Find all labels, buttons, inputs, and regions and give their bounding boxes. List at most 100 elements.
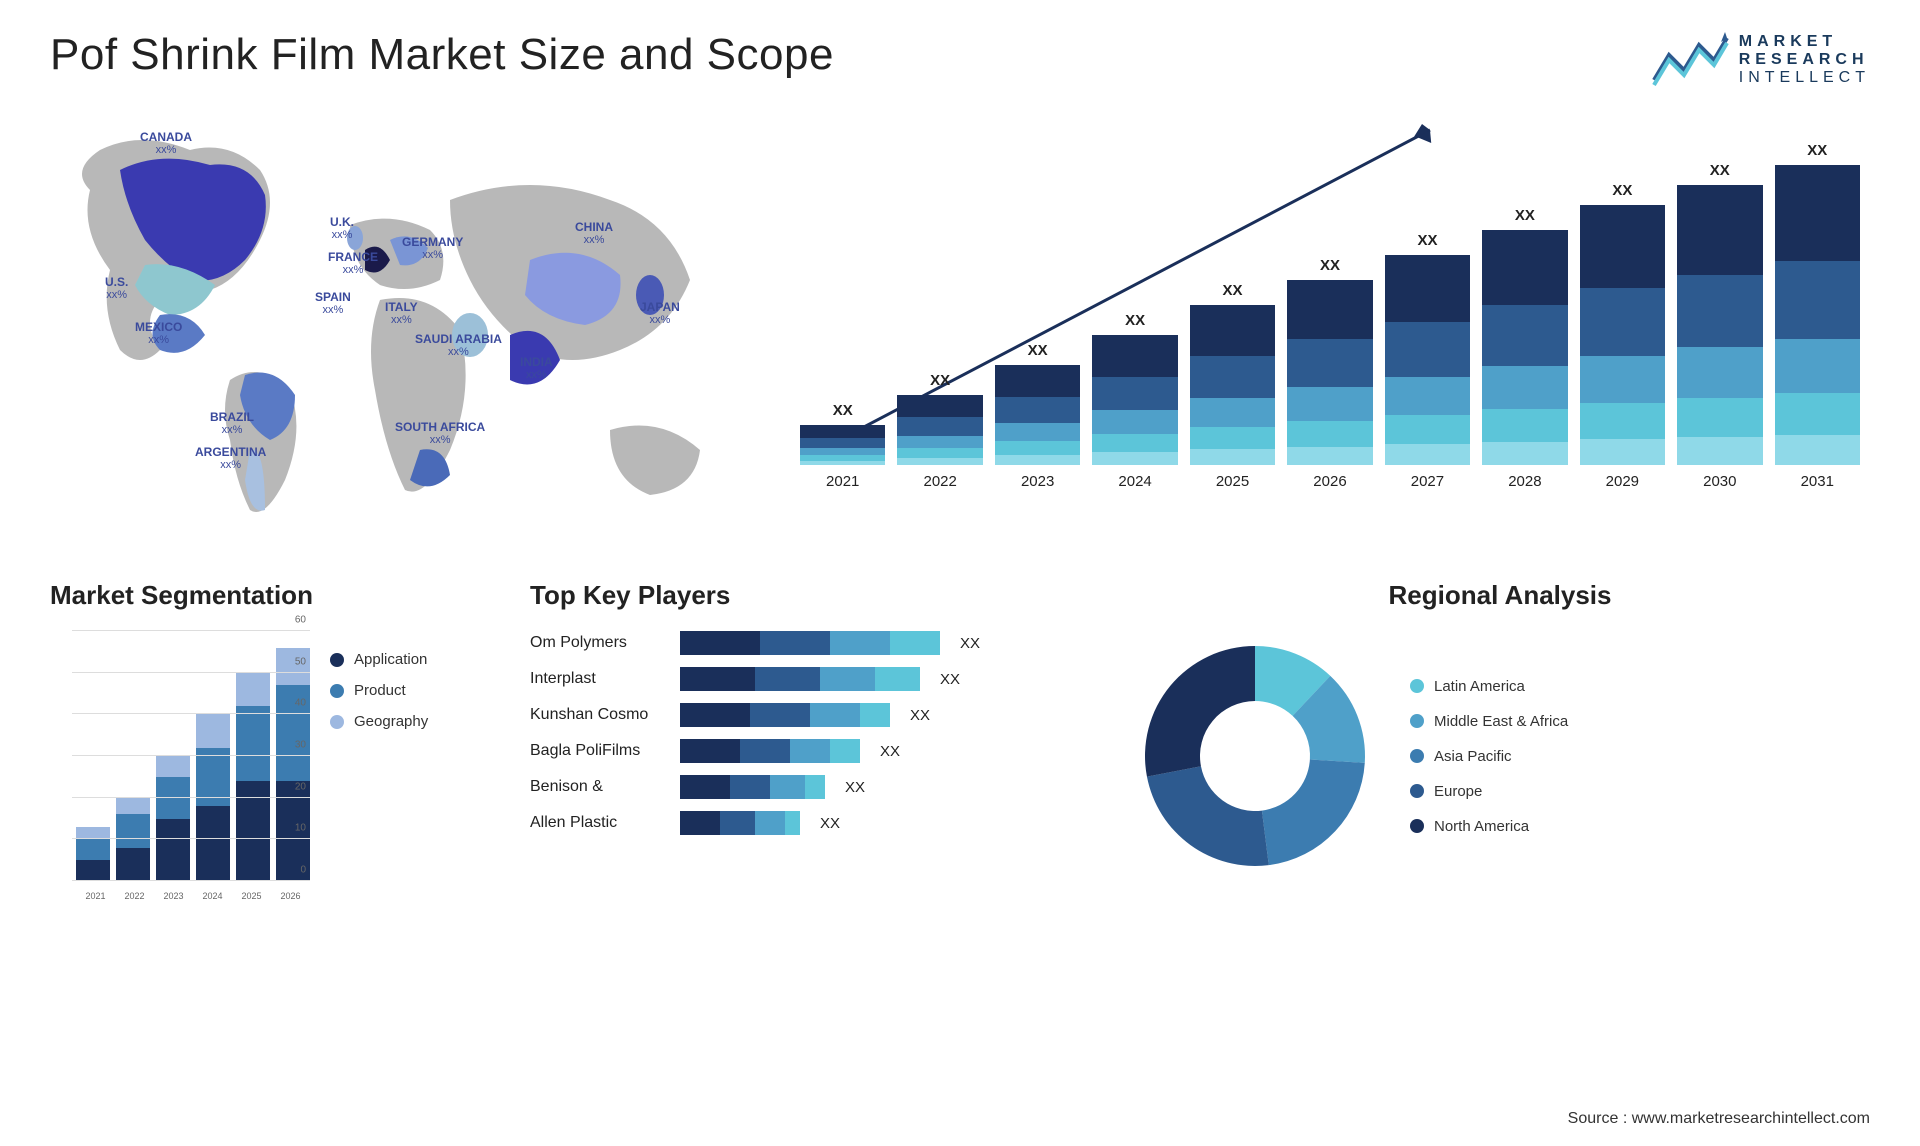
legend-item: Application <box>330 651 428 668</box>
growth-year-label: 2030 <box>1703 473 1736 490</box>
map-label: CHINAxx% <box>575 220 613 248</box>
legend-item: Asia Pacific <box>1410 748 1568 765</box>
segmentation-title: Market Segmentation <box>50 580 490 611</box>
growth-year-label: 2028 <box>1508 473 1541 490</box>
growth-value-label: XX <box>1320 257 1340 274</box>
key-player-row: Benison &XX <box>530 775 1090 799</box>
key-player-value: XX <box>880 743 900 760</box>
key-player-name: Allen Plastic <box>530 814 670 832</box>
growth-bar: XX 2021 <box>800 402 885 490</box>
seg-bar <box>116 798 150 881</box>
regional-panel: Regional Analysis Latin AmericaMiddle Ea… <box>1130 580 1870 901</box>
logo-mark-icon <box>1649 30 1729 90</box>
seg-xtick: 2022 <box>115 891 154 901</box>
growth-value-label: XX <box>1417 232 1437 249</box>
growth-chart-panel: XX2021XX2022XX2023XX2024XX2025XX2026XX20… <box>790 110 1870 540</box>
map-label: BRAZILxx% <box>210 410 254 438</box>
seg-ytick: 10 <box>295 823 306 834</box>
key-player-value: XX <box>820 815 840 832</box>
key-player-row: Allen Plastic XX <box>530 811 1090 835</box>
logo-line2: RESEARCH <box>1739 51 1870 69</box>
growth-year-label: 2027 <box>1411 473 1444 490</box>
growth-year-label: 2031 <box>1801 473 1834 490</box>
growth-year-label: 2026 <box>1313 473 1346 490</box>
segmentation-legend: Application Product Geography <box>330 631 428 901</box>
growth-value-label: XX <box>930 372 950 389</box>
key-player-value: XX <box>940 671 960 688</box>
seg-xtick: 2021 <box>76 891 115 901</box>
legend-item: Europe <box>1410 783 1568 800</box>
seg-bar <box>236 673 270 881</box>
donut-slice <box>1262 759 1365 865</box>
header: Pof Shrink Film Market Size and Scope MA… <box>50 30 1870 90</box>
key-player-name: Interplast <box>530 670 670 688</box>
map-label: SPAINxx% <box>315 290 351 318</box>
key-player-row: Interplast XX <box>530 667 1090 691</box>
growth-year-label: 2024 <box>1118 473 1151 490</box>
segmentation-chart: 202120222023202420252026 0102030405060 <box>50 631 310 901</box>
map-label: U.K.xx% <box>330 215 354 243</box>
legend-item: Product <box>330 682 428 699</box>
key-player-value: XX <box>960 635 980 652</box>
growth-year-label: 2029 <box>1606 473 1639 490</box>
source-attribution: Source : www.marketresearchintellect.com <box>1568 1110 1870 1128</box>
seg-ytick: 50 <box>295 656 306 667</box>
growth-year-label: 2023 <box>1021 473 1054 490</box>
seg-bar <box>76 827 110 881</box>
seg-xtick: 2025 <box>232 891 271 901</box>
legend-item: Geography <box>330 713 428 730</box>
top-row: CANADAxx%U.S.xx%MEXICOxx%BRAZILxx%ARGENT… <box>50 110 1870 540</box>
seg-ytick: 0 <box>300 865 306 876</box>
growth-value-label: XX <box>1028 342 1048 359</box>
map-label: ARGENTINAxx% <box>195 445 266 473</box>
map-label: GERMANYxx% <box>402 235 463 263</box>
growth-bar: XX 2026 <box>1287 257 1372 490</box>
world-map-panel: CANADAxx%U.S.xx%MEXICOxx%BRAZILxx%ARGENT… <box>50 110 750 540</box>
growth-value-label: XX <box>1807 142 1827 159</box>
key-player-row: Bagla PoliFilms XX <box>530 739 1090 763</box>
growth-value-label: XX <box>1515 207 1535 224</box>
map-label: MEXICOxx% <box>135 320 182 348</box>
key-player-name: Kunshan Cosmo <box>530 706 670 724</box>
map-label: INDIAxx% <box>520 355 553 383</box>
map-label: JAPANxx% <box>640 300 680 328</box>
key-player-row: Kunshan CosmoXX <box>530 703 1090 727</box>
growth-value-label: XX <box>833 402 853 419</box>
growth-value-label: XX <box>1710 162 1730 179</box>
regional-legend: Latin AmericaMiddle East & AfricaAsia Pa… <box>1410 678 1568 835</box>
map-label: ITALYxx% <box>385 300 418 328</box>
seg-xtick: 2024 <box>193 891 232 901</box>
growth-bar: XX 2024 <box>1092 312 1177 490</box>
key-player-value: XX <box>845 779 865 796</box>
donut-slice <box>1147 766 1269 866</box>
growth-bar: XX2029 <box>1580 182 1665 490</box>
segmentation-panel: Market Segmentation 20212022202320242025… <box>50 580 490 901</box>
key-player-name: Bagla PoliFilms <box>530 742 670 760</box>
seg-ytick: 30 <box>295 740 306 751</box>
map-label: SOUTH AFRICAxx% <box>395 420 485 448</box>
logo-line1: MARKET <box>1739 33 1870 51</box>
logo-line3: INTELLECT <box>1739 69 1870 87</box>
growth-year-label: 2022 <box>923 473 956 490</box>
growth-bar: XX 2022 <box>897 372 982 490</box>
seg-ytick: 40 <box>295 698 306 709</box>
growth-bar: XX 2031 <box>1775 142 1860 490</box>
regional-donut-chart <box>1130 631 1380 881</box>
growth-bar: XX 2030 <box>1677 162 1762 490</box>
key-players-title: Top Key Players <box>530 580 1090 611</box>
bottom-row: Market Segmentation 20212022202320242025… <box>50 580 1870 901</box>
key-player-row: Om PolymersXX <box>530 631 1090 655</box>
seg-ytick: 60 <box>295 615 306 626</box>
growth-bar: XX 2028 <box>1482 207 1567 490</box>
seg-bar <box>196 714 230 881</box>
donut-slice <box>1145 646 1255 777</box>
map-label: FRANCExx% <box>328 250 378 278</box>
growth-year-label: 2025 <box>1216 473 1249 490</box>
legend-item: North America <box>1410 818 1568 835</box>
growth-year-label: 2021 <box>826 473 859 490</box>
growth-value-label: XX <box>1125 312 1145 329</box>
map-label: CANADAxx% <box>140 130 192 158</box>
growth-bar: XX2025 <box>1190 282 1275 490</box>
seg-bar <box>156 756 190 881</box>
key-players-panel: Top Key Players Om PolymersXX Interplast X… <box>530 580 1090 901</box>
